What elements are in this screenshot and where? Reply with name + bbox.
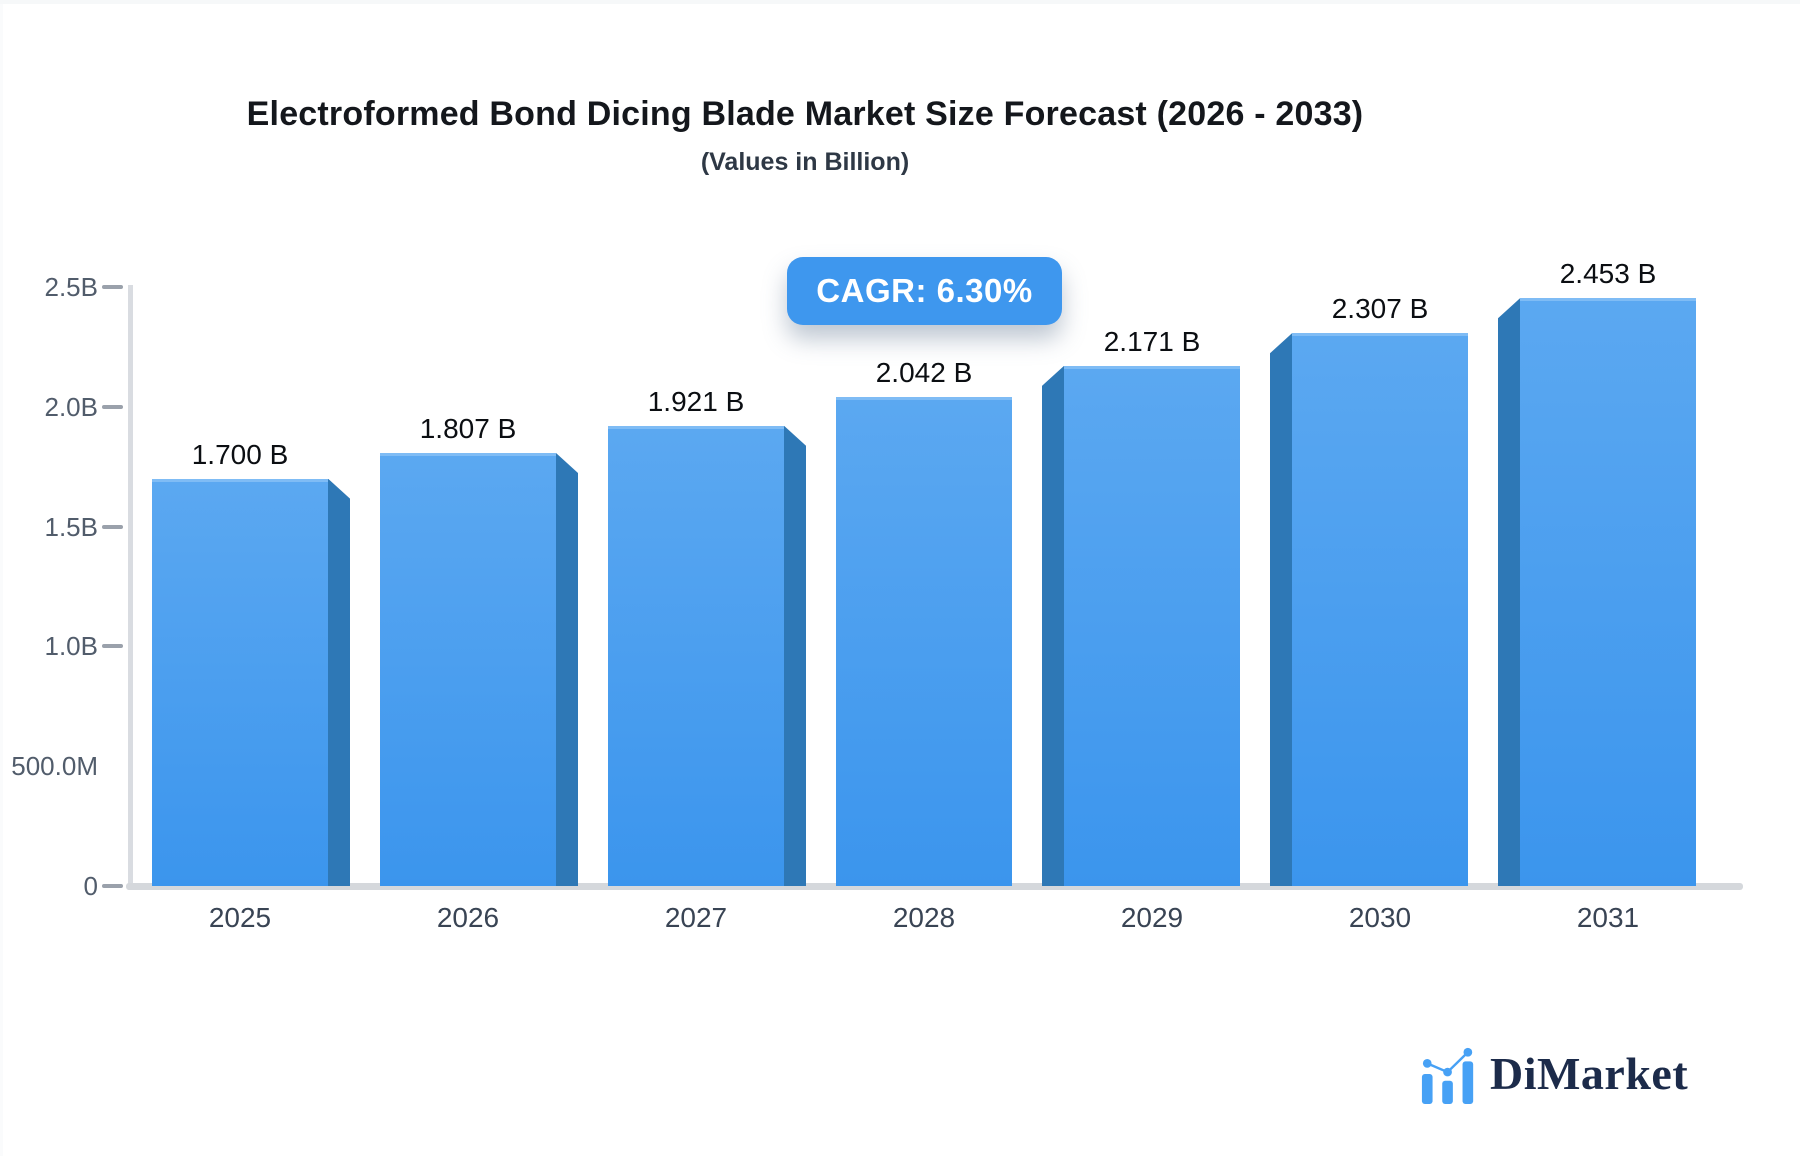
bar-value-label: 2.307 B <box>1331 293 1429 325</box>
bar-value-label: 1.921 B <box>647 385 745 417</box>
bar-2031[interactable] <box>1520 298 1696 886</box>
y-tick-label: 2.0B <box>44 391 99 422</box>
bar-side-panel <box>1498 298 1520 886</box>
x-axis-label: 2029 <box>1120 902 1184 933</box>
bar-side-panel <box>328 478 350 886</box>
x-axis-label: 2027 <box>664 902 728 933</box>
dimarket-logo-text: DiMarket <box>1490 1048 1689 1099</box>
y-tick-dash <box>102 884 123 888</box>
bar-2026[interactable] <box>380 453 556 886</box>
x-axis-label: 2030 <box>1348 902 1412 933</box>
bar-2028[interactable] <box>836 396 1012 886</box>
chart-subtitle: (Values in Billion) <box>700 148 910 176</box>
bar-side-panel <box>784 425 806 886</box>
y-tick-dash <box>102 644 123 649</box>
bar-value-label: 2.171 B <box>1103 325 1201 357</box>
y-tick-label: 500.0M <box>11 751 98 782</box>
bar-value-label: 2.453 B <box>1559 258 1657 290</box>
bar-2030[interactable] <box>1292 333 1468 886</box>
bar-side-panel <box>556 453 578 886</box>
x-axis-label: 2026 <box>436 902 500 933</box>
y-tick-label: 2.5B <box>44 272 99 302</box>
chart-title: Electroformed Bond Dicing Blade Market S… <box>246 95 1364 133</box>
y-tick-label: 0 <box>83 871 98 901</box>
x-axis-label: 2025 <box>208 902 272 933</box>
cagr-badge: CAGR: 6.30% <box>787 257 1062 325</box>
bar-side-panel <box>1270 333 1292 886</box>
bar-2027[interactable] <box>608 425 784 886</box>
bar-2025[interactable] <box>152 478 328 886</box>
y-tick-dash <box>102 404 123 409</box>
y-tick-label: 1.0B <box>44 631 99 662</box>
cagr-badge-label: CAGR: 6.30% <box>816 272 1033 309</box>
y-tick-label: 1.5B <box>44 511 99 542</box>
dimarket-logo: DiMarket <box>1420 1044 1688 1104</box>
bar-value-label: 1.807 B <box>419 413 517 445</box>
bar-value-label: 2.042 B <box>875 356 973 388</box>
dimarket-logo-icon <box>1421 1047 1474 1104</box>
bar-2029[interactable] <box>1064 365 1240 886</box>
bar-value-label: 1.700 B <box>191 438 289 470</box>
y-tick-dash <box>102 524 123 529</box>
x-axis-label: 2031 <box>1576 902 1640 933</box>
x-axis-baseline <box>126 883 1743 890</box>
y-axis-line <box>128 285 133 886</box>
bar-side-panel <box>1042 365 1064 886</box>
y-tick-dash <box>102 285 123 289</box>
x-axis-label: 2028 <box>892 902 956 933</box>
